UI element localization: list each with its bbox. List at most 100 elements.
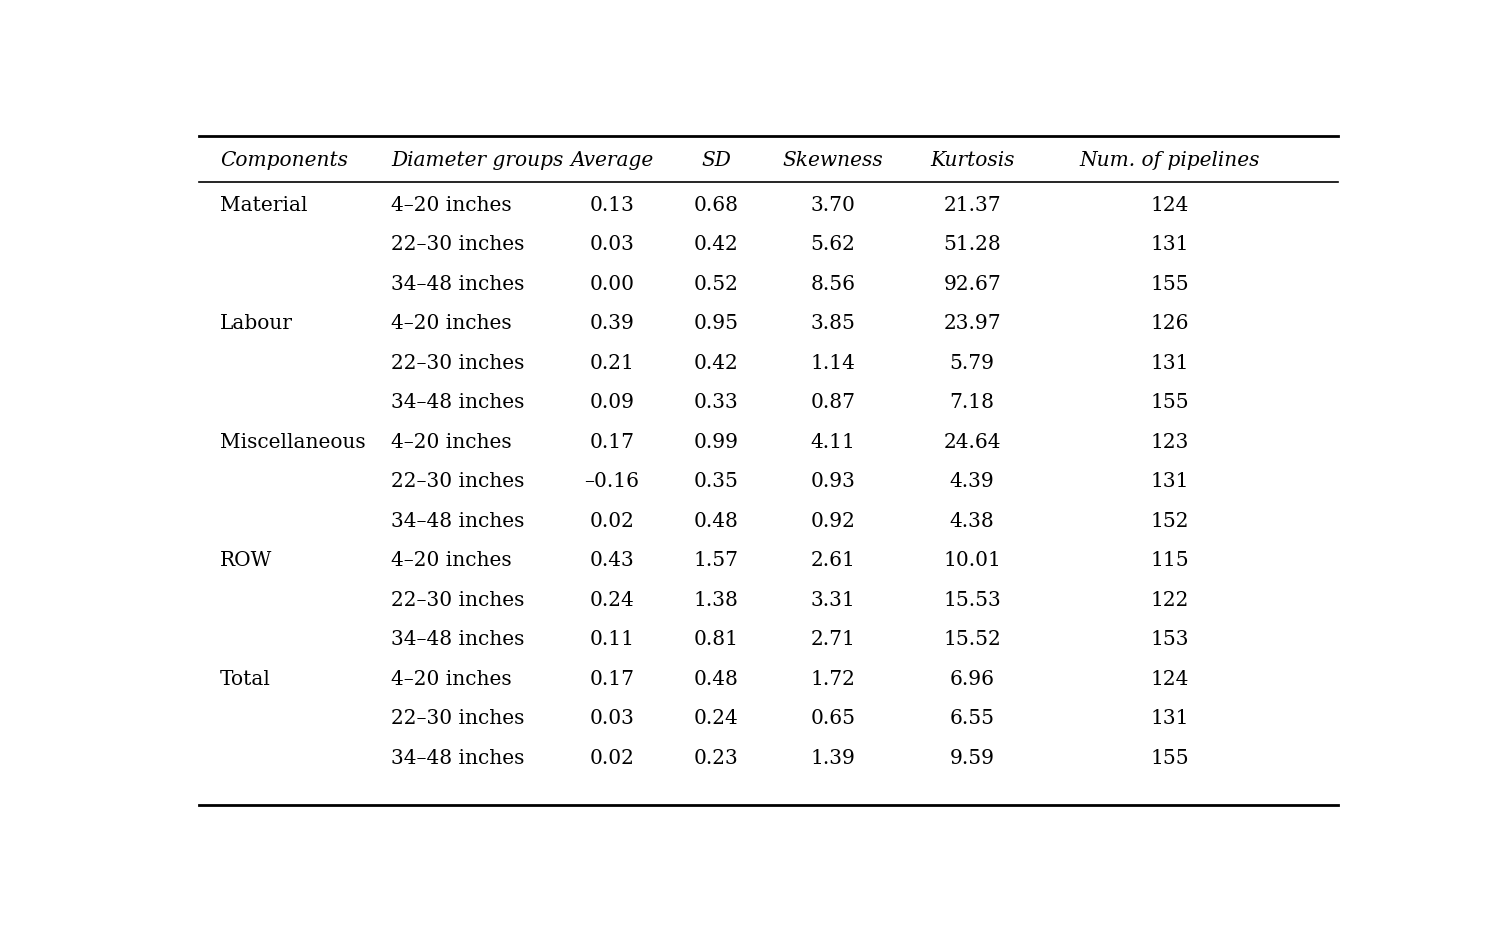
Text: 2.61: 2.61 <box>810 551 855 571</box>
Text: 34–48 inches: 34–48 inches <box>392 749 525 768</box>
Text: 4.39: 4.39 <box>950 473 994 491</box>
Text: 0.24: 0.24 <box>590 591 634 610</box>
Text: 0.21: 0.21 <box>590 353 634 373</box>
Text: 4.38: 4.38 <box>950 512 994 531</box>
Text: 0.68: 0.68 <box>694 195 740 215</box>
Text: Num. of pipelines: Num. of pipelines <box>1080 152 1260 170</box>
Text: 5.62: 5.62 <box>810 235 855 254</box>
Text: 4–20 inches: 4–20 inches <box>392 195 512 215</box>
Text: 0.87: 0.87 <box>810 393 855 413</box>
Text: 9.59: 9.59 <box>950 749 994 768</box>
Text: 0.42: 0.42 <box>694 353 740 373</box>
Text: 0.03: 0.03 <box>590 709 634 728</box>
Text: 0.39: 0.39 <box>590 314 634 333</box>
Text: 3.31: 3.31 <box>810 591 855 610</box>
Text: 92.67: 92.67 <box>944 275 1000 293</box>
Text: 0.81: 0.81 <box>694 630 740 649</box>
Text: 123: 123 <box>1150 433 1190 451</box>
Text: Labour: Labour <box>220 314 292 333</box>
Text: 131: 131 <box>1150 235 1190 254</box>
Text: 0.23: 0.23 <box>694 749 740 768</box>
Text: 10.01: 10.01 <box>944 551 1000 571</box>
Text: 0.48: 0.48 <box>694 670 740 689</box>
Text: 0.33: 0.33 <box>694 393 740 413</box>
Text: 0.93: 0.93 <box>810 473 855 491</box>
Text: 1.72: 1.72 <box>810 670 855 689</box>
Text: 155: 155 <box>1150 275 1190 293</box>
Text: Skewness: Skewness <box>783 152 883 170</box>
Text: 0.02: 0.02 <box>590 512 634 531</box>
Text: 0.48: 0.48 <box>694 512 740 531</box>
Text: 2.71: 2.71 <box>810 630 855 649</box>
Text: 1.14: 1.14 <box>810 353 855 373</box>
Text: 51.28: 51.28 <box>944 235 1000 254</box>
Text: 34–48 inches: 34–48 inches <box>392 275 525 293</box>
Text: 0.17: 0.17 <box>590 670 634 689</box>
Text: 0.92: 0.92 <box>810 512 855 531</box>
Text: 0.03: 0.03 <box>590 235 634 254</box>
Text: ROW: ROW <box>220 551 273 571</box>
Text: SD: SD <box>702 152 732 170</box>
Text: 3.70: 3.70 <box>810 195 855 215</box>
Text: 0.00: 0.00 <box>590 275 634 293</box>
Text: 131: 131 <box>1150 709 1190 728</box>
Text: 4–20 inches: 4–20 inches <box>392 670 512 689</box>
Text: 124: 124 <box>1150 670 1190 689</box>
Text: 22–30 inches: 22–30 inches <box>392 353 525 373</box>
Text: 24.64: 24.64 <box>944 433 1000 451</box>
Text: 8.56: 8.56 <box>810 275 855 293</box>
Text: 1.57: 1.57 <box>694 551 740 571</box>
Text: 0.09: 0.09 <box>590 393 634 413</box>
Text: 34–48 inches: 34–48 inches <box>392 630 525 649</box>
Text: 0.24: 0.24 <box>694 709 740 728</box>
Text: 5.79: 5.79 <box>950 353 994 373</box>
Text: 7.18: 7.18 <box>950 393 994 413</box>
Text: 0.17: 0.17 <box>590 433 634 451</box>
Text: 15.53: 15.53 <box>944 591 1000 610</box>
Text: 131: 131 <box>1150 353 1190 373</box>
Text: 6.96: 6.96 <box>950 670 994 689</box>
Text: Diameter groups: Diameter groups <box>392 152 564 170</box>
Text: 22–30 inches: 22–30 inches <box>392 235 525 254</box>
Text: 4–20 inches: 4–20 inches <box>392 314 512 333</box>
Text: 6.55: 6.55 <box>950 709 994 728</box>
Text: 0.43: 0.43 <box>590 551 634 571</box>
Text: Miscellaneous: Miscellaneous <box>220 433 366 451</box>
Text: 0.13: 0.13 <box>590 195 634 215</box>
Text: Kurtosis: Kurtosis <box>930 152 1014 170</box>
Text: 4–20 inches: 4–20 inches <box>392 433 512 451</box>
Text: 152: 152 <box>1150 512 1190 531</box>
Text: 34–48 inches: 34–48 inches <box>392 393 525 413</box>
Text: Components: Components <box>220 152 348 170</box>
Text: 153: 153 <box>1150 630 1190 649</box>
Text: 115: 115 <box>1150 551 1190 571</box>
Text: Average: Average <box>570 152 654 170</box>
Text: 22–30 inches: 22–30 inches <box>392 473 525 491</box>
Text: 124: 124 <box>1150 195 1190 215</box>
Text: 0.02: 0.02 <box>590 749 634 768</box>
Text: Total: Total <box>220 670 272 689</box>
Text: 15.52: 15.52 <box>944 630 1000 649</box>
Text: 22–30 inches: 22–30 inches <box>392 709 525 728</box>
Text: 0.11: 0.11 <box>590 630 634 649</box>
Text: 3.85: 3.85 <box>810 314 855 333</box>
Text: 1.38: 1.38 <box>694 591 740 610</box>
Text: –0.16: –0.16 <box>585 473 639 491</box>
Text: 0.95: 0.95 <box>694 314 740 333</box>
Text: 1.39: 1.39 <box>810 749 855 768</box>
Text: Material: Material <box>220 195 308 215</box>
Text: 131: 131 <box>1150 473 1190 491</box>
Text: 155: 155 <box>1150 393 1190 413</box>
Text: 21.37: 21.37 <box>944 195 1000 215</box>
Text: 0.99: 0.99 <box>694 433 740 451</box>
Text: 4–20 inches: 4–20 inches <box>392 551 512 571</box>
Text: 122: 122 <box>1150 591 1190 610</box>
Text: 22–30 inches: 22–30 inches <box>392 591 525 610</box>
Text: 155: 155 <box>1150 749 1190 768</box>
Text: 0.65: 0.65 <box>810 709 855 728</box>
Text: 0.35: 0.35 <box>694 473 740 491</box>
Text: 4.11: 4.11 <box>810 433 855 451</box>
Text: 0.52: 0.52 <box>694 275 740 293</box>
Text: 23.97: 23.97 <box>944 314 1000 333</box>
Text: 126: 126 <box>1150 314 1190 333</box>
